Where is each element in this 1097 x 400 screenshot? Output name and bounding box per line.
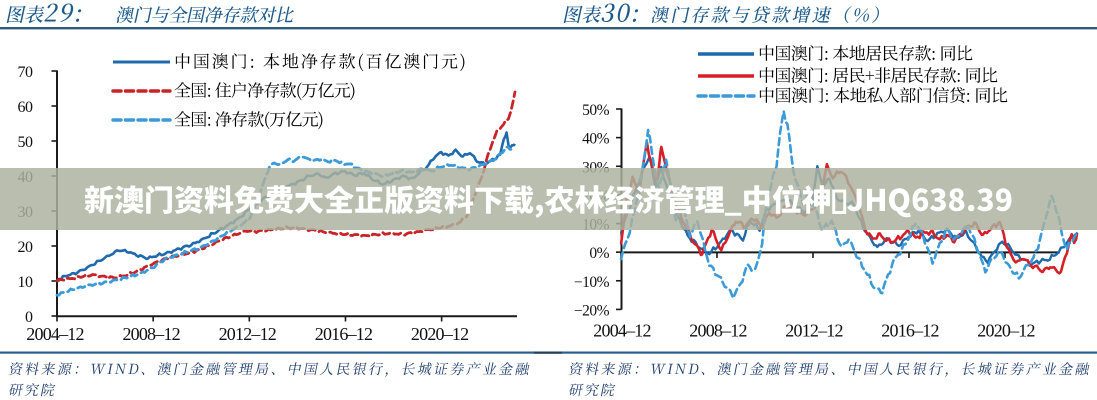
svg-text:0: 0 bbox=[25, 309, 33, 326]
svg-text:2016–12: 2016–12 bbox=[881, 321, 938, 341]
svg-text:2016–12: 2016–12 bbox=[315, 324, 372, 344]
svg-text:2020–12: 2020–12 bbox=[977, 321, 1034, 341]
svg-text:40%: 40% bbox=[582, 131, 610, 148]
svg-text:2008–12: 2008–12 bbox=[122, 324, 179, 344]
svg-text:2004–12: 2004–12 bbox=[26, 324, 83, 344]
svg-text:−10%: −10% bbox=[574, 274, 610, 291]
svg-text:70: 70 bbox=[18, 64, 34, 81]
svg-text:50: 50 bbox=[18, 134, 34, 151]
svg-text:2012–12: 2012–12 bbox=[785, 321, 842, 341]
svg-text:2012–12: 2012–12 bbox=[219, 324, 276, 344]
svg-text:2004–12: 2004–12 bbox=[593, 321, 650, 341]
svg-text:10: 10 bbox=[18, 274, 34, 291]
svg-text:0%: 0% bbox=[589, 245, 609, 262]
svg-text:60: 60 bbox=[18, 99, 34, 116]
svg-text:2008–12: 2008–12 bbox=[689, 321, 746, 341]
svg-text:20: 20 bbox=[18, 239, 34, 256]
svg-text:2020–12: 2020–12 bbox=[411, 324, 468, 344]
svg-text:50%: 50% bbox=[582, 102, 610, 119]
svg-text:−20%: −20% bbox=[574, 302, 610, 319]
